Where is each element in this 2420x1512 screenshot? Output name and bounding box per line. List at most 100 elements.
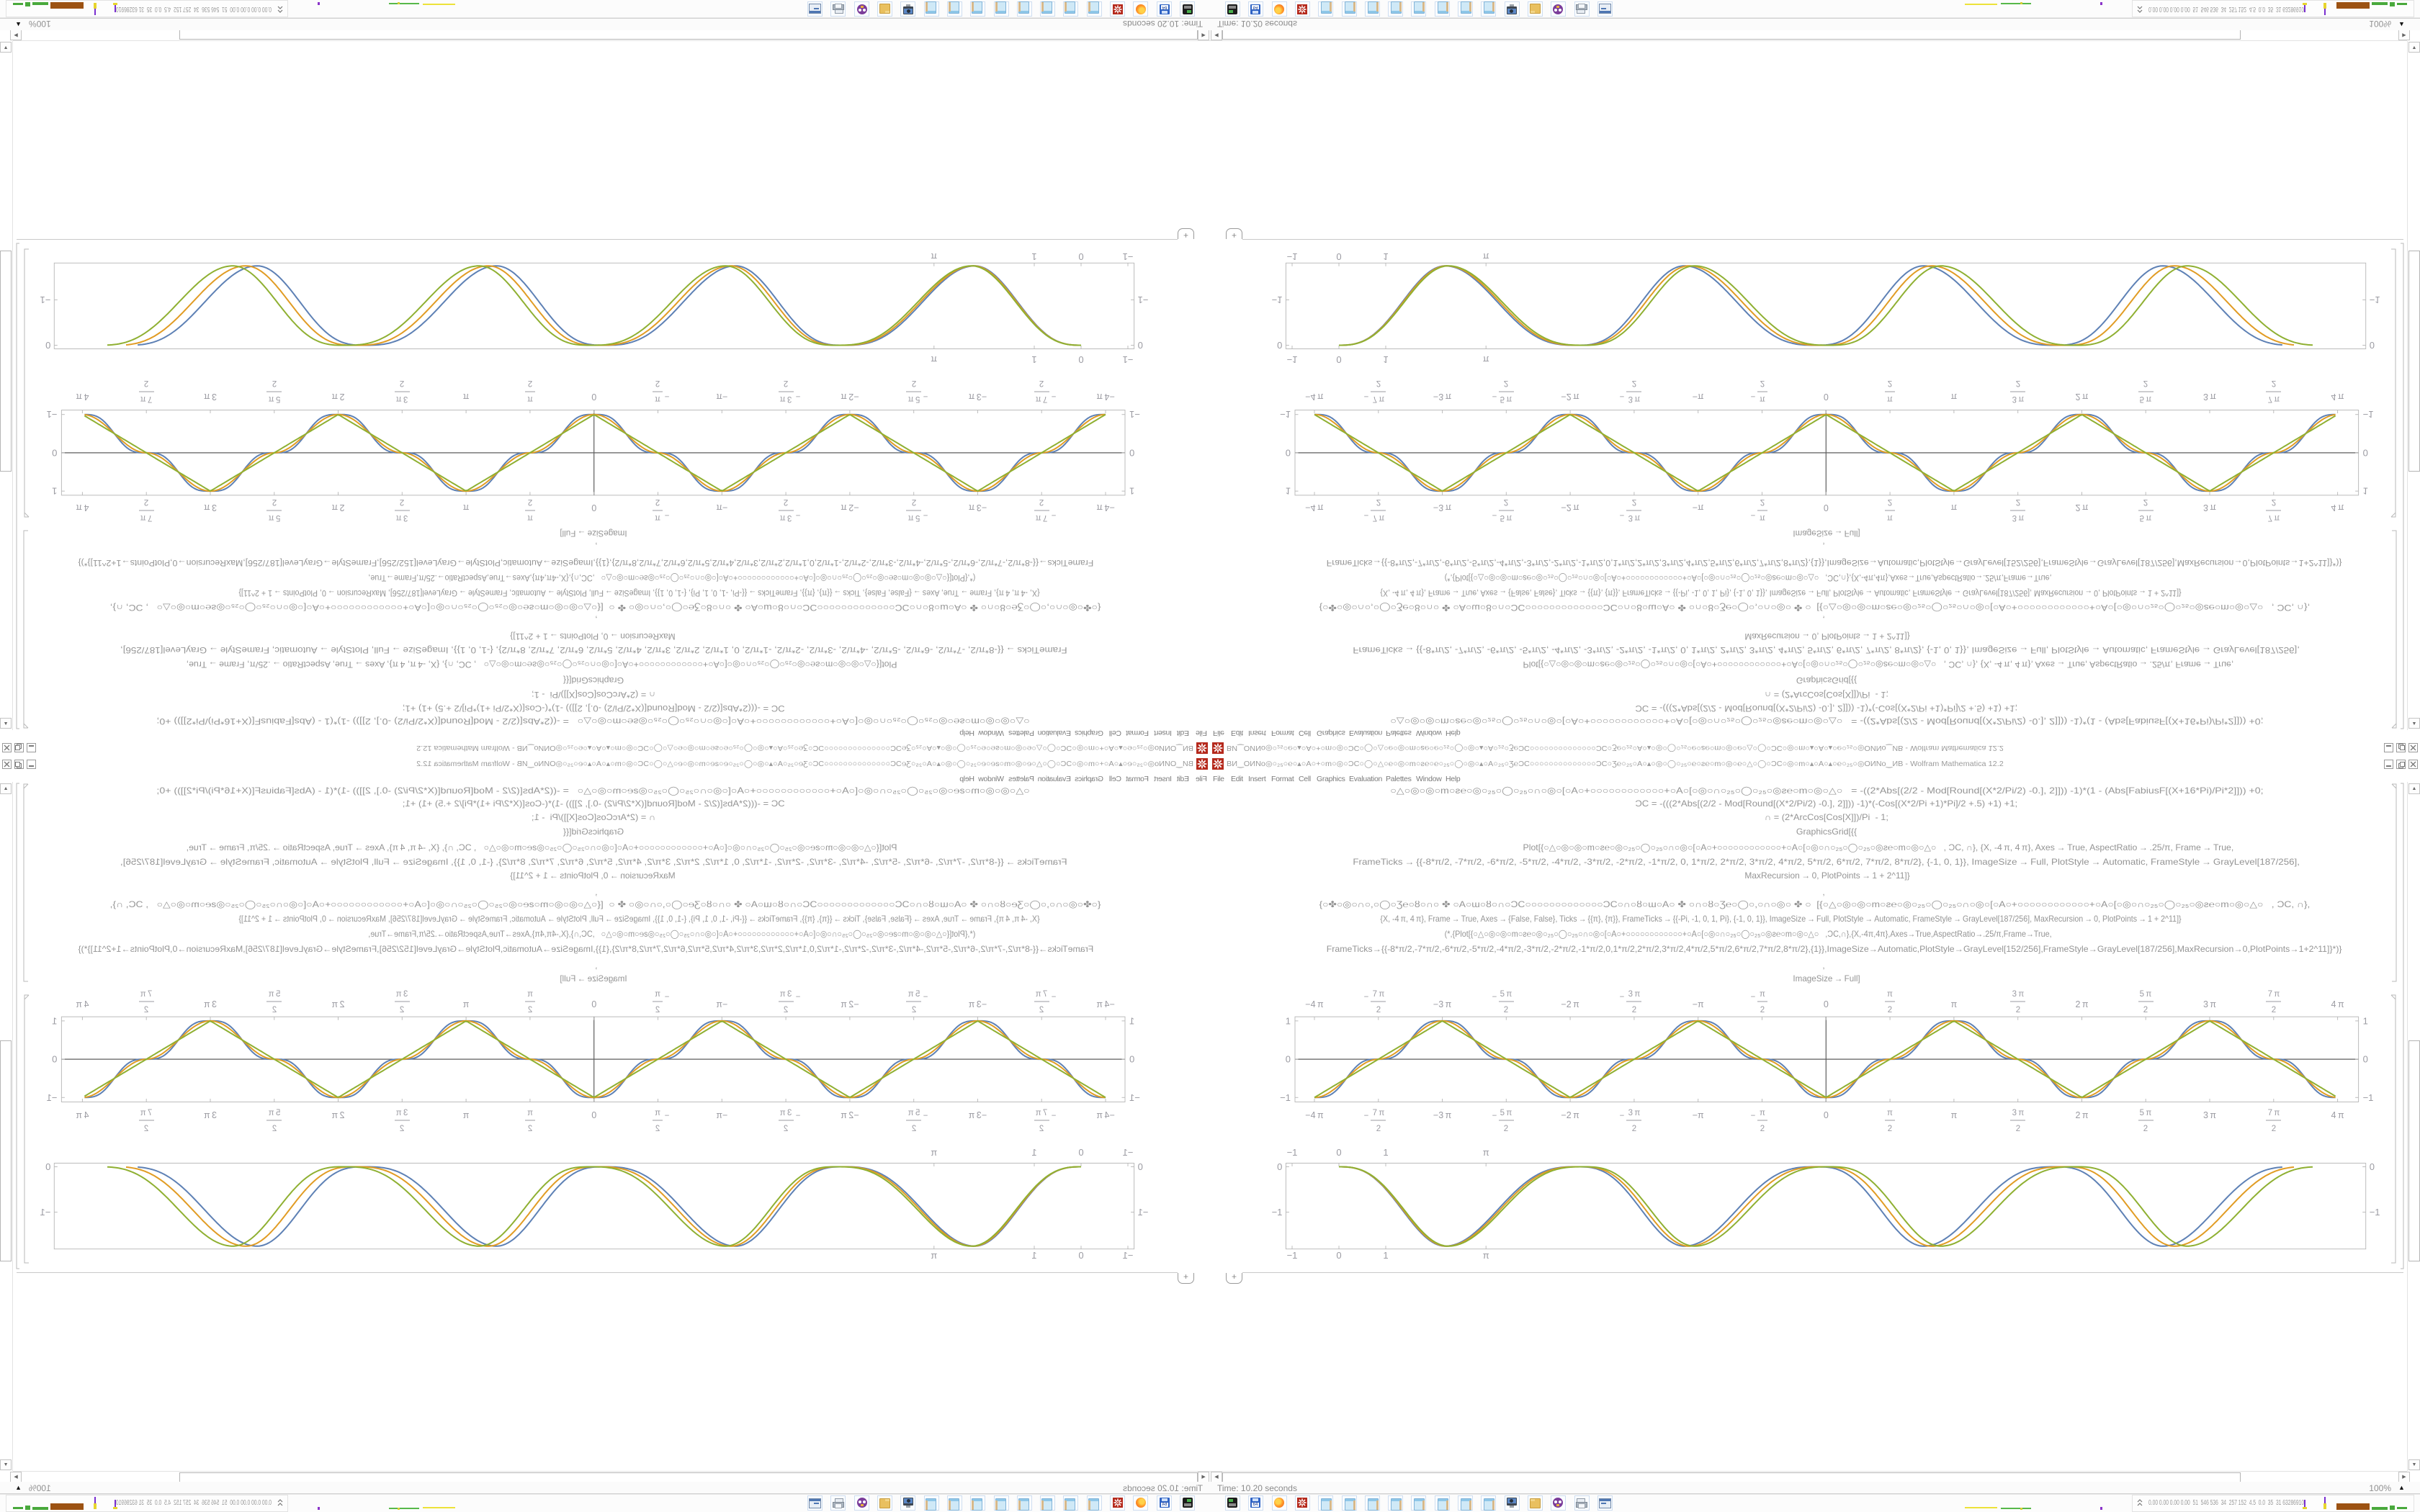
svg-text:π: π	[1951, 392, 1958, 402]
svg-text:−π: −π	[716, 503, 727, 513]
svg-text:−4 π: −4 π	[1096, 392, 1115, 402]
svg-text:π: π	[1483, 1147, 1489, 1158]
svg-text:−1: −1	[47, 409, 58, 420]
svg-text:1: 1	[1383, 1250, 1388, 1261]
svg-text:3 π: 3 π	[780, 990, 792, 999]
svg-text:5 π: 5 π	[1500, 1109, 1512, 1117]
svg-text:7 π: 7 π	[140, 990, 153, 999]
svg-text:−1: −1	[2370, 1207, 2380, 1218]
svg-text:2: 2	[1039, 379, 1044, 387]
svg-text:4 π: 4 π	[2331, 1110, 2344, 1120]
svg-text:2: 2	[272, 498, 277, 506]
svg-text:3 π: 3 π	[780, 395, 792, 403]
svg-text:2: 2	[655, 379, 660, 387]
svg-text:−3 π: −3 π	[968, 1110, 987, 1120]
svg-text:2: 2	[1888, 1006, 1892, 1014]
svg-text:−1: −1	[47, 1092, 58, 1103]
svg-text:π: π	[527, 1109, 533, 1117]
svg-text:5 π: 5 π	[1500, 395, 1512, 403]
svg-text:−2 π: −2 π	[1561, 392, 1579, 402]
svg-text:π: π	[1760, 1109, 1765, 1117]
svg-text:−2 π: −2 π	[1561, 999, 1579, 1009]
svg-text:0: 0	[1129, 1054, 1134, 1065]
svg-text:π: π	[527, 513, 533, 522]
svg-text:−: −	[1620, 1112, 1625, 1120]
svg-text:−π: −π	[1693, 1110, 1704, 1120]
svg-text:2: 2	[1760, 1125, 1765, 1133]
svg-text:2: 2	[912, 379, 916, 387]
svg-text:7 π: 7 π	[1036, 1109, 1048, 1117]
svg-text:−: −	[795, 392, 800, 400]
svg-text:−2 π: −2 π	[1561, 503, 1579, 513]
svg-text:2: 2	[2272, 1006, 2276, 1014]
svg-text:−1: −1	[40, 294, 50, 305]
svg-text:5 π: 5 π	[908, 513, 920, 522]
svg-text:3 π: 3 π	[1628, 395, 1641, 403]
svg-text:0: 0	[1078, 354, 1083, 365]
svg-text:π: π	[1951, 999, 1958, 1009]
svg-text:−1: −1	[1287, 1250, 1298, 1261]
svg-text:2: 2	[144, 498, 148, 506]
svg-text:−3 π: −3 π	[968, 999, 987, 1009]
svg-text:3 π: 3 π	[2012, 395, 2025, 403]
svg-text:2: 2	[1504, 1006, 1508, 1014]
svg-text:5 π: 5 π	[269, 395, 281, 403]
svg-text:2: 2	[400, 379, 404, 387]
svg-text:−: −	[923, 392, 928, 400]
svg-text:−1: −1	[40, 1207, 50, 1218]
svg-text:π: π	[527, 990, 533, 999]
svg-text:0: 0	[52, 1054, 57, 1065]
svg-text:2: 2	[144, 1125, 148, 1133]
svg-text:0: 0	[1129, 447, 1134, 458]
svg-text:3 π: 3 π	[1628, 1109, 1641, 1117]
svg-text:5 π: 5 π	[269, 990, 281, 999]
svg-text:5 π: 5 π	[1500, 990, 1512, 999]
svg-text:1: 1	[2363, 1015, 2368, 1026]
svg-text:π: π	[1887, 395, 1893, 403]
svg-text:0: 0	[2370, 340, 2375, 351]
svg-text:1: 1	[52, 1015, 57, 1026]
svg-text:0: 0	[45, 1161, 50, 1172]
svg-text:1: 1	[2363, 486, 2368, 497]
svg-text:−1: −1	[1280, 409, 1291, 420]
svg-text:0: 0	[591, 999, 596, 1009]
svg-text:2: 2	[144, 1006, 148, 1014]
svg-text:−2 π: −2 π	[841, 392, 859, 402]
svg-text:−3 π: −3 π	[1433, 392, 1452, 402]
svg-text:1: 1	[1031, 1250, 1036, 1261]
svg-text:−: −	[1620, 993, 1625, 1002]
svg-text:0: 0	[1277, 1161, 1282, 1172]
svg-text:5 π: 5 π	[2140, 1109, 2152, 1117]
svg-text:2: 2	[784, 498, 788, 506]
svg-text:7 π: 7 π	[140, 395, 153, 403]
svg-text:π: π	[1483, 251, 1489, 262]
svg-text:π: π	[1887, 513, 1893, 522]
svg-text:0: 0	[1138, 340, 1143, 351]
svg-text:−: −	[1051, 392, 1056, 400]
svg-text:0: 0	[1336, 1147, 1341, 1158]
svg-text:2 π: 2 π	[331, 503, 344, 513]
svg-text:−4 π: −4 π	[1096, 503, 1115, 513]
svg-text:7 π: 7 π	[2268, 513, 2280, 522]
svg-text:π: π	[462, 999, 469, 1009]
svg-text:−4 π: −4 π	[1305, 999, 1324, 1009]
svg-text:2: 2	[1888, 1125, 1892, 1133]
svg-text:0: 0	[1336, 251, 1341, 262]
svg-text:−: −	[923, 1112, 928, 1120]
svg-text:π: π	[1760, 990, 1765, 999]
svg-text:2 π: 2 π	[2075, 1110, 2088, 1120]
svg-text:3 π: 3 π	[2012, 990, 2025, 999]
svg-text:5 π: 5 π	[2140, 513, 2152, 522]
svg-text:0: 0	[2363, 1054, 2368, 1065]
svg-text:1: 1	[1383, 1147, 1388, 1158]
svg-text:2: 2	[784, 1006, 788, 1014]
svg-text:0: 0	[1336, 354, 1341, 365]
svg-text:5 π: 5 π	[269, 513, 281, 522]
svg-text:1: 1	[1383, 251, 1388, 262]
svg-text:3 π: 3 π	[204, 392, 217, 402]
svg-text:−: −	[795, 510, 800, 519]
svg-text:2: 2	[2143, 498, 2148, 506]
svg-text:0: 0	[1078, 251, 1083, 262]
svg-text:−1: −1	[1129, 409, 1140, 420]
svg-text:−1: −1	[1287, 354, 1298, 365]
